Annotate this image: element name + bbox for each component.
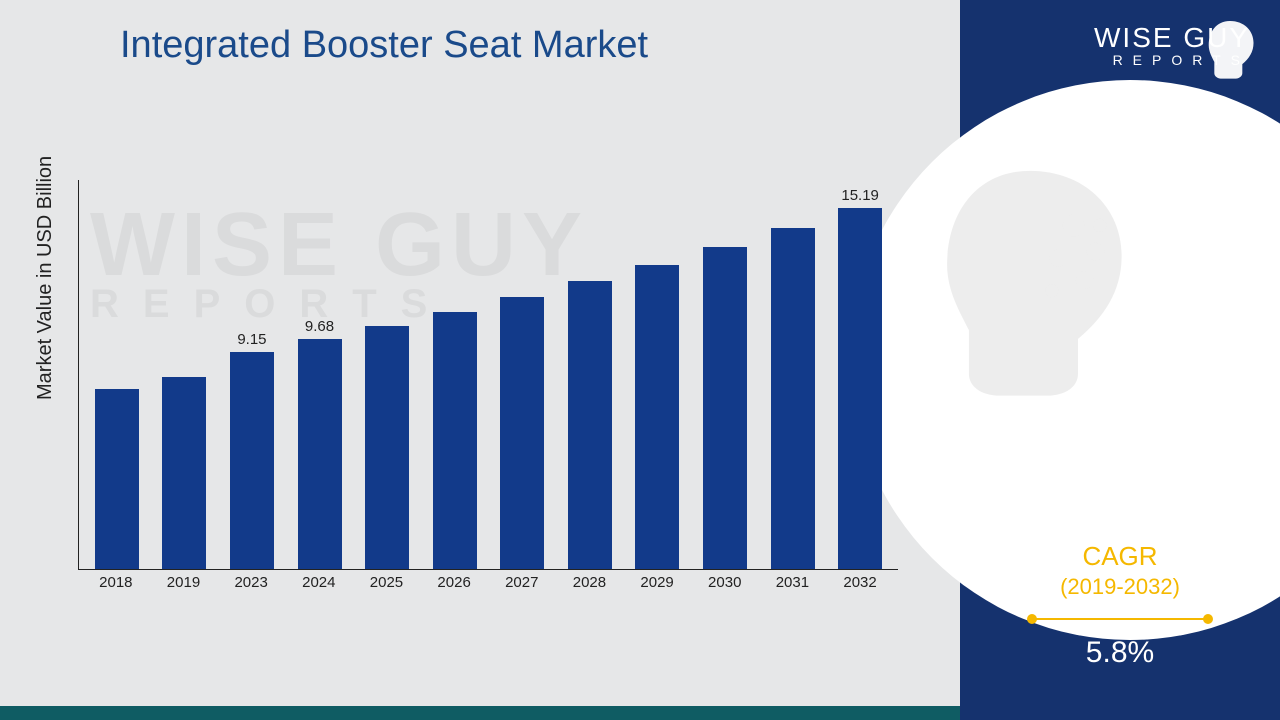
bar-wrap [425,312,485,569]
cagr-value: 5.8% [1020,636,1220,670]
bar [433,312,477,569]
x-tick-label: 2026 [424,574,484,591]
x-tick-label: 2023 [221,574,281,591]
bar-wrap: 9.68 [290,339,350,569]
bar [635,265,679,569]
x-tick-label: 2028 [559,574,619,591]
bar-value-label: 9.15 [222,331,282,348]
bar [95,389,139,570]
chart-title: Integrated Booster Seat Market [120,24,648,67]
x-tick-label: 2025 [356,574,416,591]
bar-value-label: 9.68 [290,318,350,335]
bar-wrap [695,247,755,569]
bar-wrap [492,297,552,569]
y-axis-label: Market Value in USD Billion [34,156,57,400]
x-tick-label: 2029 [627,574,687,591]
x-tick-label: 2019 [153,574,213,591]
x-tick-label: 2018 [86,574,146,591]
bar-wrap: 15.19 [830,208,890,569]
x-tick-label: 2031 [762,574,822,591]
cagr-years: (2019-2032) [1020,574,1220,600]
cagr-divider-icon [1032,618,1208,620]
page-root: WISE GUY REPORTS Integrated Booster Seat… [0,0,1280,720]
bar [771,228,815,569]
logo-head-icon [1202,18,1258,80]
bar [298,339,342,569]
bar [230,352,274,569]
bar-wrap [560,281,620,569]
bar-wrap [357,326,417,569]
bar-wrap [154,377,214,569]
bar-wrap: 9.15 [222,352,282,569]
x-tick-label: 2030 [695,574,755,591]
cagr-title: CAGR [1020,541,1220,572]
bar [162,377,206,569]
bar-container: 9.159.6815.19 [79,180,898,569]
cagr-block: CAGR (2019-2032) 5.8% [1020,541,1220,670]
bar [365,326,409,569]
x-tick-label: 2027 [492,574,552,591]
x-tick-label: 2024 [289,574,349,591]
bar [568,281,612,569]
x-tick-label: 2032 [830,574,890,591]
bar-wrap [763,228,823,569]
bar-wrap [627,265,687,569]
bar [703,247,747,569]
bar [500,297,544,569]
bar [838,208,882,569]
bottom-accent-bar [0,706,960,720]
chart-area: 9.159.6815.19 [78,180,898,570]
watermark-head-icon [920,160,1140,400]
bar-wrap [87,389,147,570]
bar-value-label: 15.19 [830,187,890,204]
x-axis-labels: 2018 2019 2023 2024 2025 2026 2027 2028 2029 2030… [78,574,898,591]
